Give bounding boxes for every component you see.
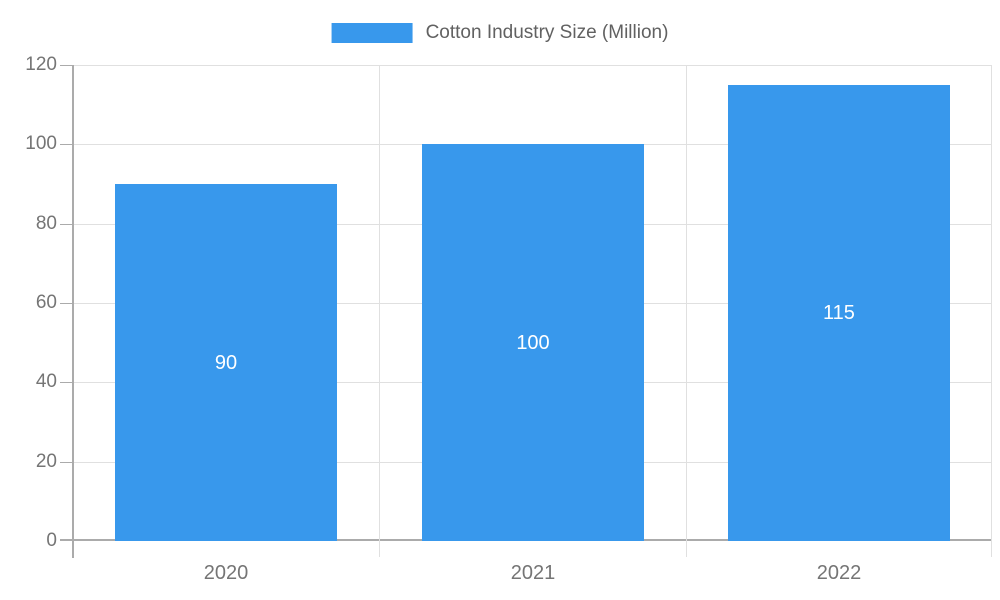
y-axis-tick (60, 539, 73, 541)
bar-value-label: 90 (214, 352, 238, 374)
v-gridline (379, 65, 380, 541)
x-axis-tick (686, 541, 687, 557)
y-axis-label: 60 (35, 292, 57, 313)
y-axis-tick (60, 65, 73, 66)
x-axis-label: 2021 (510, 562, 556, 584)
bar-2022[interactable]: 115 (728, 85, 950, 541)
y-axis-label: 20 (35, 451, 57, 472)
y-axis-tick (60, 462, 73, 463)
legend-swatch (331, 23, 413, 43)
bar-2020[interactable]: 90 (115, 184, 337, 541)
y-axis-line (72, 65, 74, 558)
y-axis-label: 80 (35, 213, 57, 234)
chart-legend[interactable]: Cotton Industry Size (Million) (331, 21, 669, 45)
y-axis-label: 100 (25, 133, 57, 154)
y-axis-label: 120 (25, 54, 57, 75)
y-axis-tick (60, 224, 73, 225)
x-axis-label: 2022 (816, 562, 862, 584)
x-axis-tick (991, 541, 992, 557)
bar-2021[interactable]: 100 (422, 144, 644, 541)
h-gridline (73, 65, 992, 66)
y-axis-label: 0 (46, 530, 57, 551)
x-axis-label: 2020 (203, 562, 249, 584)
bar-value-label: 100 (516, 332, 550, 354)
v-gridline (686, 65, 687, 541)
bar-value-label: 115 (823, 302, 855, 324)
y-axis-tick (60, 303, 73, 304)
y-axis-label: 40 (35, 371, 57, 392)
y-axis-tick (60, 382, 73, 383)
y-axis-tick (60, 144, 73, 145)
plot-area: 90 100 115 (60, 65, 992, 558)
legend-label: Cotton Industry Size (Million) (425, 22, 669, 43)
x-axis-tick (379, 541, 380, 557)
v-gridline (991, 65, 992, 541)
